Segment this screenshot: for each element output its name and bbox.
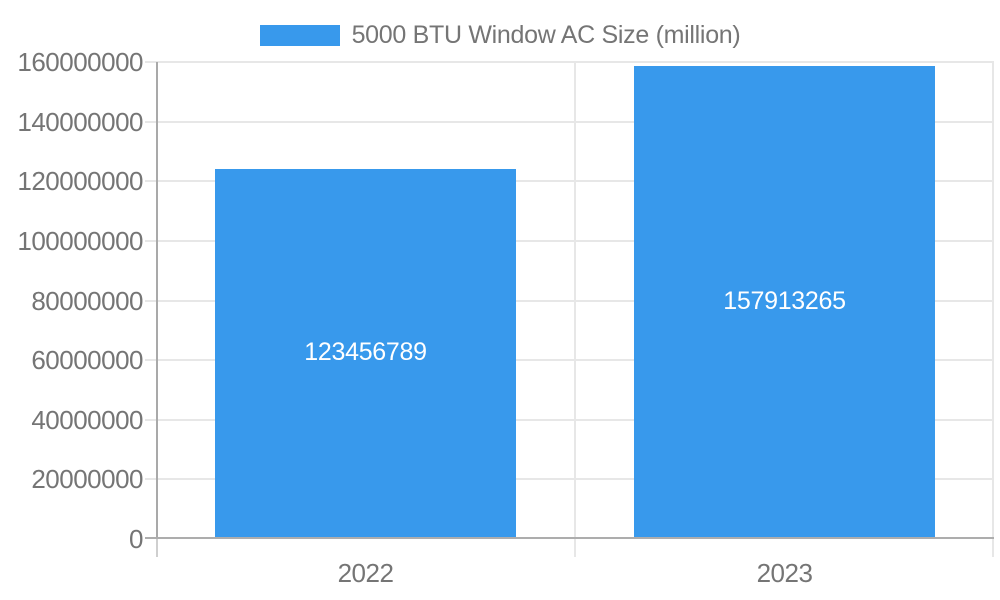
plot-right-border (992, 62, 994, 557)
legend-label: 5000 BTU Window AC Size (million) (351, 21, 741, 49)
y-tick-label: 160000000 (17, 47, 143, 77)
bar-value-label: 157913265 (723, 287, 846, 316)
y-tick-label: 20000000 (31, 464, 143, 495)
bar-value-label: 123456789 (304, 338, 427, 367)
gridline (145, 478, 994, 481)
legend-swatch-icon (259, 25, 340, 46)
gridline (145, 359, 994, 362)
gridline (145, 299, 994, 302)
x-tick-label: 2022 (337, 558, 394, 588)
bar-2022[interactable]: 123456789 (215, 168, 516, 537)
y-tick-label: 140000000 (17, 106, 143, 137)
legend: 5000 BTU Window AC Size (million) (0, 21, 1000, 50)
y-tick-label: 80000000 (31, 285, 143, 316)
y-tick-label: 40000000 (31, 404, 143, 435)
gridline (145, 180, 994, 183)
y-axis-line (156, 62, 158, 539)
x-axis-baseline (145, 537, 994, 539)
plot-area: 123456789 157913265 (145, 61, 994, 557)
y-tick-label: 120000000 (17, 166, 143, 197)
bar-2023[interactable]: 157913265 (634, 66, 935, 537)
y-axis-line-extension (156, 539, 158, 557)
x-tick-label: 2023 (756, 558, 813, 588)
gridline (145, 61, 994, 63)
y-tick-label: 0 (129, 524, 143, 554)
gridline (145, 418, 994, 421)
gridline (145, 120, 994, 123)
category-divider-gridline (574, 62, 576, 557)
y-tick-label: 60000000 (31, 345, 143, 376)
y-tick-label: 100000000 (17, 225, 143, 256)
gridline (145, 239, 994, 242)
